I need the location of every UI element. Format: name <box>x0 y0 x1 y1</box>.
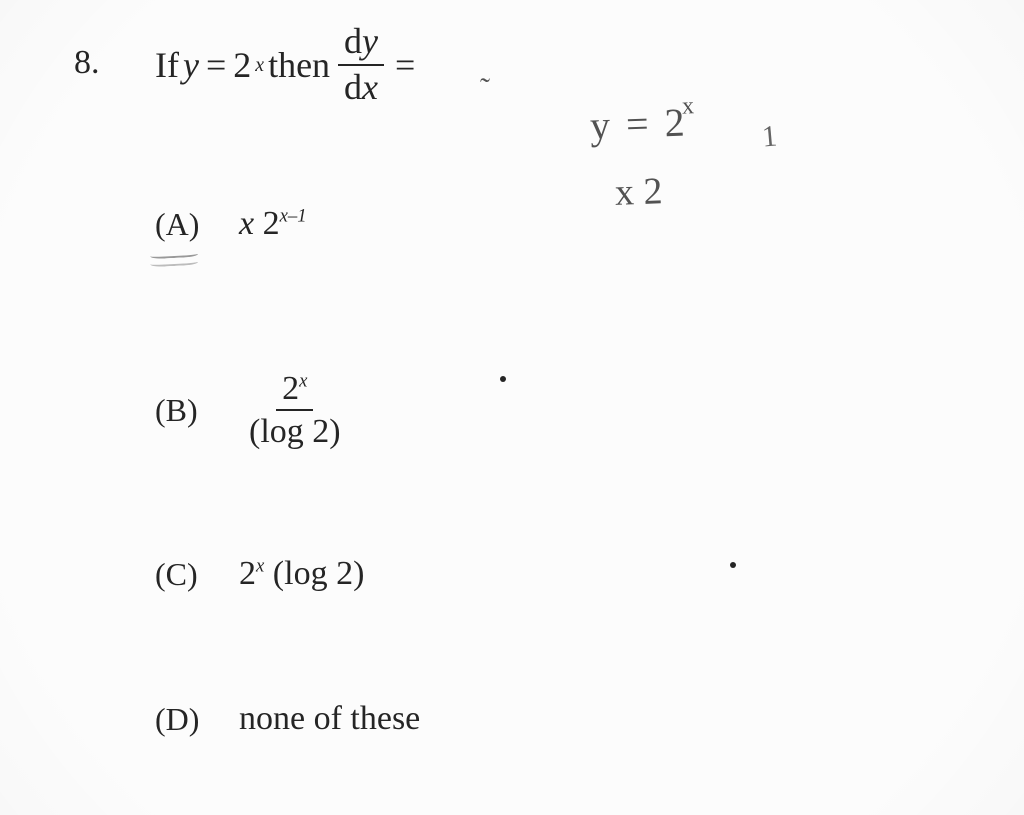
handwritten-line-1: y = 2x <box>589 98 697 149</box>
stem-fraction: dy dx <box>338 22 384 107</box>
option-b-den: (log 2) <box>243 411 347 450</box>
question-stem: If y = 2x then dy dx = <box>155 22 418 107</box>
option-d: (D) none of these <box>155 700 420 738</box>
option-d-label: (D) <box>155 701 209 738</box>
option-b-fraction: 2x (log 2) <box>243 370 347 451</box>
question-number: 8. <box>74 44 100 82</box>
stem-2: 2 <box>233 44 251 86</box>
handwritten-trail: 1 <box>761 119 779 154</box>
frac-num: dy <box>338 22 384 66</box>
stem-then: then <box>268 44 330 86</box>
option-c: (C) 2x (log 2) <box>155 555 364 593</box>
option-c-label: (C) <box>155 556 209 593</box>
scan-mark-tilde: ˜ <box>480 72 490 106</box>
option-b: (B) 2x (log 2) <box>155 370 351 451</box>
exam-page: 8. If y = 2x then dy dx = ˜ (A) x 2x–1 (… <box>0 0 1024 815</box>
option-b-num: 2x <box>276 370 313 411</box>
pencil-mark-2 <box>150 255 198 267</box>
option-a-label: (A) <box>155 206 209 243</box>
handwritten-line-2: x 2 <box>614 169 663 215</box>
stem-equals-2: = <box>395 44 415 86</box>
option-a: (A) x 2x–1 <box>155 205 307 243</box>
frac-den: dx <box>338 66 384 108</box>
stem-if: If <box>155 44 179 86</box>
scan-dot-2 <box>730 562 736 568</box>
option-c-body: 2x (log 2) <box>239 555 364 593</box>
stem-y: y <box>183 44 199 86</box>
scan-dot-1 <box>500 376 506 382</box>
stem-equals-1: = <box>206 44 226 86</box>
option-d-text: none of these <box>239 700 420 738</box>
option-a-body: x 2x–1 <box>239 205 307 243</box>
option-b-label: (B) <box>155 392 209 429</box>
